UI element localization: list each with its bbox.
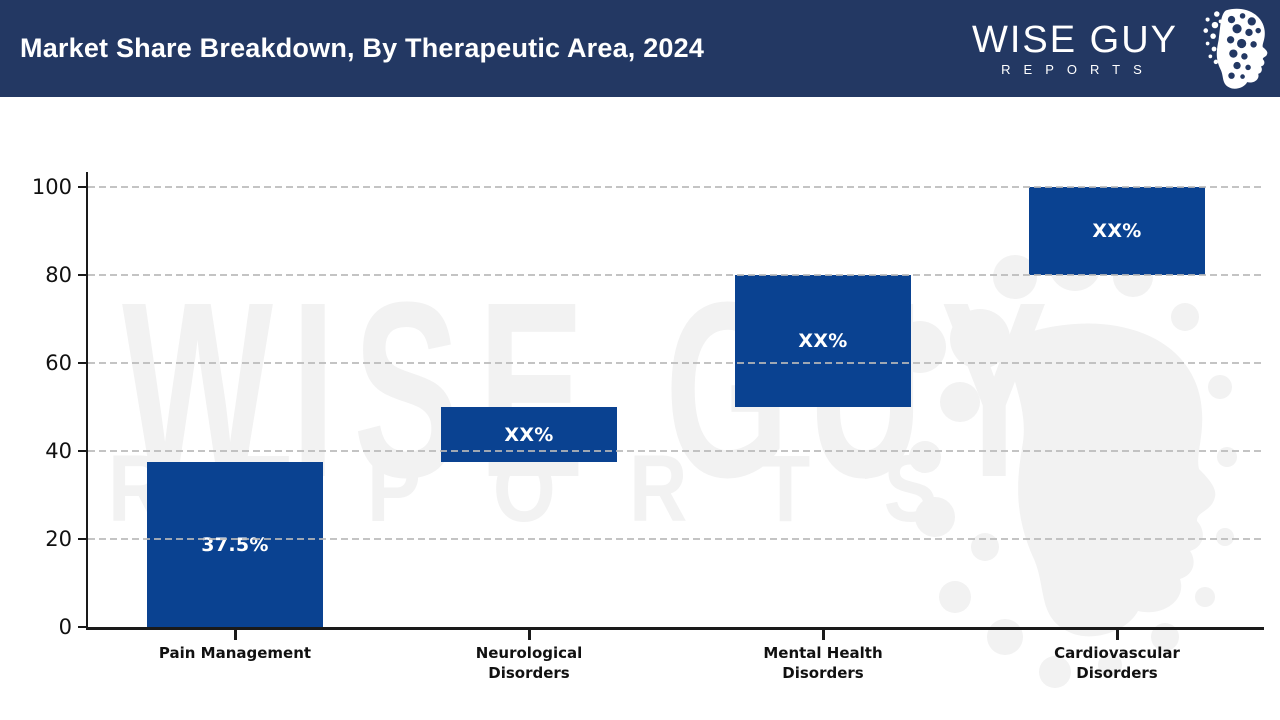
logo-wordmark-line2: REPORTS <box>1001 62 1155 77</box>
y-tick-label: 80 <box>45 263 72 287</box>
y-tick-label: 40 <box>45 439 72 463</box>
category-label-line: Pain Management <box>158 644 312 662</box>
bar: XX% <box>1029 187 1205 275</box>
category-label-line: Disorders <box>1076 664 1158 682</box>
gridline <box>88 450 1264 452</box>
gridline <box>88 538 1264 540</box>
category-label: Cardiovascular Disorders <box>997 643 1237 683</box>
y-tick-label: 20 <box>45 527 72 551</box>
logo-wordmark-line1: WISE GUY <box>971 19 1178 61</box>
category-label: Mental Health Disorders <box>703 643 943 683</box>
y-tick-mark <box>78 274 86 276</box>
x-tick-mark <box>822 630 825 640</box>
chart-area: WISE GUY R E P O R T S 0 20 40 60 80 100 37.5%… <box>0 97 1280 720</box>
bar: XX% <box>441 407 617 462</box>
y-tick-label: 100 <box>31 175 72 199</box>
category-label: Pain Management <box>115 643 355 663</box>
category-label-line: Disorders <box>488 664 570 682</box>
bar: 37.5% <box>147 462 323 627</box>
category-label-line: Neurological <box>475 644 583 662</box>
logo-wordmark: WISE GUY REPORTS <box>972 21 1178 76</box>
x-tick-mark <box>234 630 237 640</box>
x-tick-mark <box>1116 630 1119 640</box>
y-tick-mark <box>78 450 86 452</box>
bar: XX% <box>735 275 911 407</box>
category-label-line: Disorders <box>782 664 864 682</box>
page-title: Market Share Breakdown, By Therapeutic A… <box>20 33 705 63</box>
category-label-line: Cardiovascular <box>1054 644 1180 662</box>
gridline <box>88 362 1264 364</box>
y-tick-label: 60 <box>45 351 72 375</box>
logo-face-icon <box>1180 2 1272 95</box>
waterfall-chart: 0 20 40 60 80 100 37.5% Pain Management XX% Neuro… <box>32 172 1264 682</box>
bar-value-label: XX% <box>1092 220 1142 242</box>
y-tick-mark <box>78 186 86 188</box>
header: Market Share Breakdown, By Therapeutic A… <box>0 0 1280 97</box>
bar-value-label: XX% <box>798 330 848 352</box>
y-tick-label: 0 <box>58 615 72 639</box>
wise-guy-logo: WISE GUY REPORTS <box>972 0 1272 97</box>
x-axis-line <box>86 627 1264 630</box>
category-label: Neurological Disorders <box>409 643 649 683</box>
x-tick-mark <box>528 630 531 640</box>
y-tick-mark <box>78 626 86 628</box>
category-label-line: Mental Health <box>763 644 883 662</box>
bar-value-label: 37.5% <box>201 533 269 556</box>
y-axis-line <box>86 172 88 628</box>
gridline <box>88 186 1264 188</box>
y-tick-mark <box>78 362 86 364</box>
y-tick-mark <box>78 538 86 540</box>
bar-value-label: XX% <box>504 423 554 446</box>
gridline <box>88 274 1264 276</box>
